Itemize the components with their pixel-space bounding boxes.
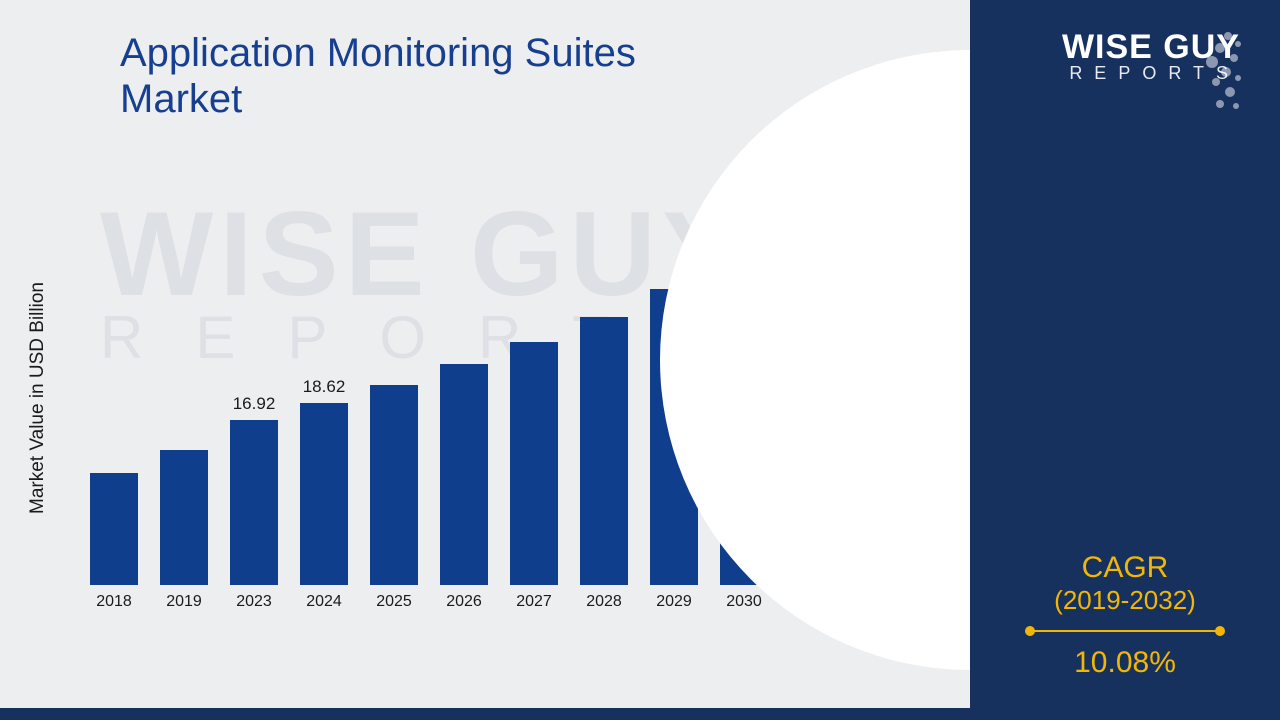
chart-x-tick-label: 2018 (96, 593, 132, 611)
chart-bar-value-label: 18.62 (303, 377, 346, 397)
brand-logo: WISE GUY REPORTS (1062, 30, 1240, 82)
chart-x-tick-label: 2029 (656, 593, 692, 611)
cagr-label: CAGR (1010, 551, 1240, 585)
cagr-block: CAGR (2019-2032) 10.08% (1010, 551, 1240, 680)
cagr-range: (2019-2032) (1010, 585, 1240, 616)
chart-x-tick-label: 2023 (236, 593, 272, 611)
bottom-accent-bar (0, 708, 970, 720)
chart-x-tick-label: 2019 (166, 593, 202, 611)
chart-x-tick-label: 2025 (376, 593, 412, 611)
chart-bar: 2027 (510, 342, 558, 585)
chart-x-tick-label: 2030 (726, 593, 762, 611)
chart-bar: 2018 (90, 473, 138, 585)
chart-bar: 2025 (370, 385, 418, 585)
page-title: Application Monitoring Suites Market (120, 30, 740, 122)
chart-x-tick-label: 2024 (306, 593, 342, 611)
chart-bar: 202418.62 (300, 403, 348, 585)
y-axis-label: Market Value in USD Billion (27, 282, 49, 514)
chart-bar: 2028 (580, 317, 628, 585)
chart-x-tick-label: 2028 (586, 593, 622, 611)
chart-x-tick-label: 2027 (516, 593, 552, 611)
cagr-divider (1030, 630, 1220, 632)
chart-bar-value-label: 16.92 (233, 394, 276, 414)
sidebar: WISE GUY REPORTS CAGR (2019-2032) 10.08% (970, 0, 1280, 720)
chart-x-tick-label: 2026 (446, 593, 482, 611)
chart-bar: 2019 (160, 450, 208, 585)
logo-text-sub: REPORTS (1062, 64, 1240, 82)
chart-bar: 202316.92 (230, 420, 278, 585)
cagr-value: 10.08% (1010, 646, 1240, 680)
chart-bar: 2026 (440, 364, 488, 585)
